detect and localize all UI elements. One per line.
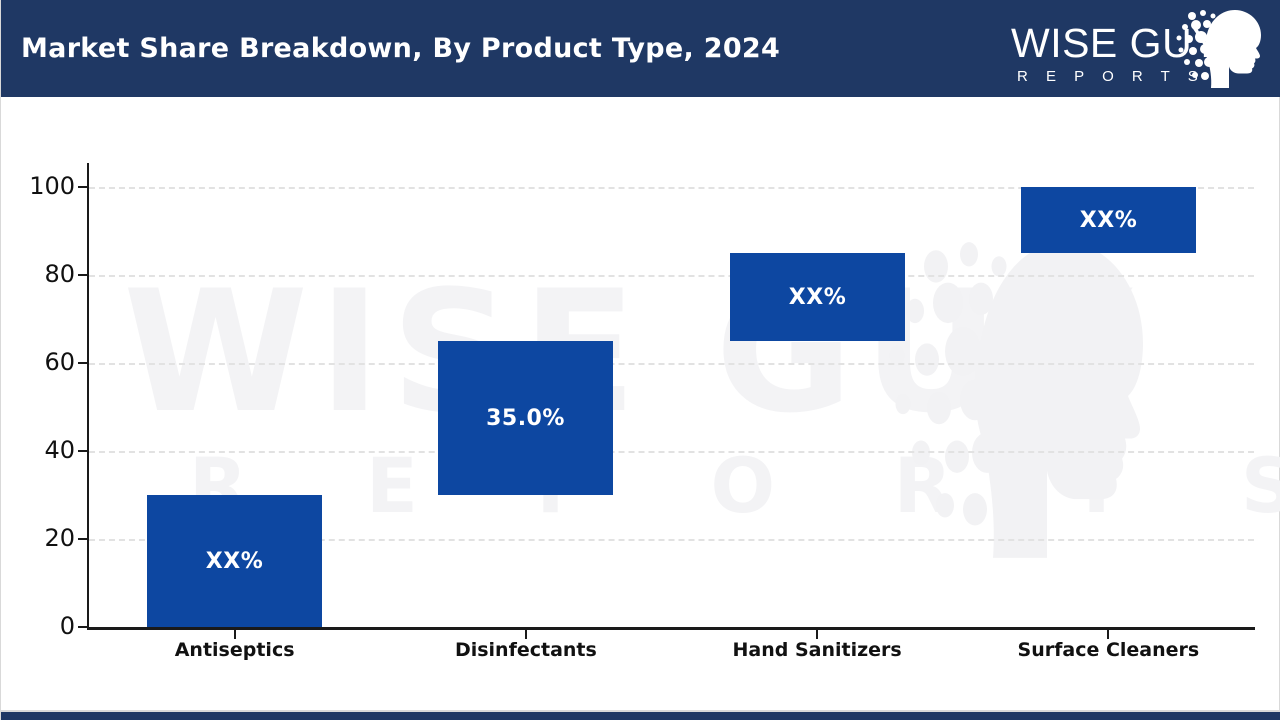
logo-wordmark: WISE GUY [1011, 20, 1220, 66]
grid-line-y60 [89, 363, 1254, 365]
x-tick-mark-antiseptics [233, 630, 236, 639]
y-tick-label-20: 20 [44, 523, 75, 552]
y-tick-label-60: 60 [44, 347, 75, 376]
y-tick-mark-80 [78, 274, 87, 276]
footer-bar [1, 712, 1280, 720]
x-category-label-disinfectants: Disinfectants [454, 639, 597, 661]
page-title: Market Share Breakdown, By Product Type,… [21, 33, 781, 64]
bar-surface-cleaners: XX% [1021, 187, 1196, 253]
bottom-hairline [1, 710, 1280, 712]
bar-value-label: 35.0% [486, 405, 565, 431]
y-tick-label-100: 100 [29, 171, 75, 200]
x-tick-mark-disinfectants [524, 630, 527, 639]
y-axis-line [87, 163, 89, 629]
y-tick-mark-0 [78, 626, 87, 628]
logo-subtitle: R E P O R T S [1017, 68, 1205, 85]
header-bar: Market Share Breakdown, By Product Type,… [1, 0, 1280, 97]
bar-antiseptics: XX% [147, 495, 322, 627]
watermark-face-icon [873, 230, 1173, 574]
x-category-label-antiseptics: Antiseptics [174, 639, 295, 661]
watermark-face-graphic [889, 242, 1143, 558]
logo-face-icon [1176, 9, 1261, 88]
grid-line-y40 [89, 451, 1254, 453]
x-axis-line [87, 627, 1255, 630]
bar-hand-sanitizers: XX% [730, 253, 905, 341]
grid-line-y100 [89, 187, 1254, 189]
bar-value-label: XX% [1079, 207, 1138, 233]
grid-line-y20 [89, 539, 1254, 541]
wiseguy-logo: WISE GUY R E P O R T S [1011, 7, 1263, 91]
x-category-label-surface-cleaners: Surface Cleaners [1017, 639, 1200, 661]
wiseguy-logo-graphic: WISE GUY R E P O R T S [1011, 9, 1261, 88]
x-tick-mark-surface-cleaners [1107, 630, 1110, 639]
bar-value-label: XX% [205, 548, 264, 574]
y-tick-label-80: 80 [44, 259, 75, 288]
x-tick-mark-hand-sanitizers [816, 630, 819, 639]
y-tick-label-40: 40 [44, 435, 75, 464]
bar-value-label: XX% [788, 284, 847, 310]
x-category-label-hand-sanitizers: Hand Sanitizers [732, 639, 902, 661]
grid-line-y80 [89, 275, 1254, 277]
y-tick-mark-60 [78, 362, 87, 364]
y-tick-mark-20 [78, 538, 87, 540]
bar-disinfectants: 35.0% [438, 341, 613, 495]
y-tick-label-0: 0 [59, 611, 75, 640]
y-tick-mark-40 [78, 450, 87, 452]
y-tick-mark-100 [78, 186, 87, 188]
